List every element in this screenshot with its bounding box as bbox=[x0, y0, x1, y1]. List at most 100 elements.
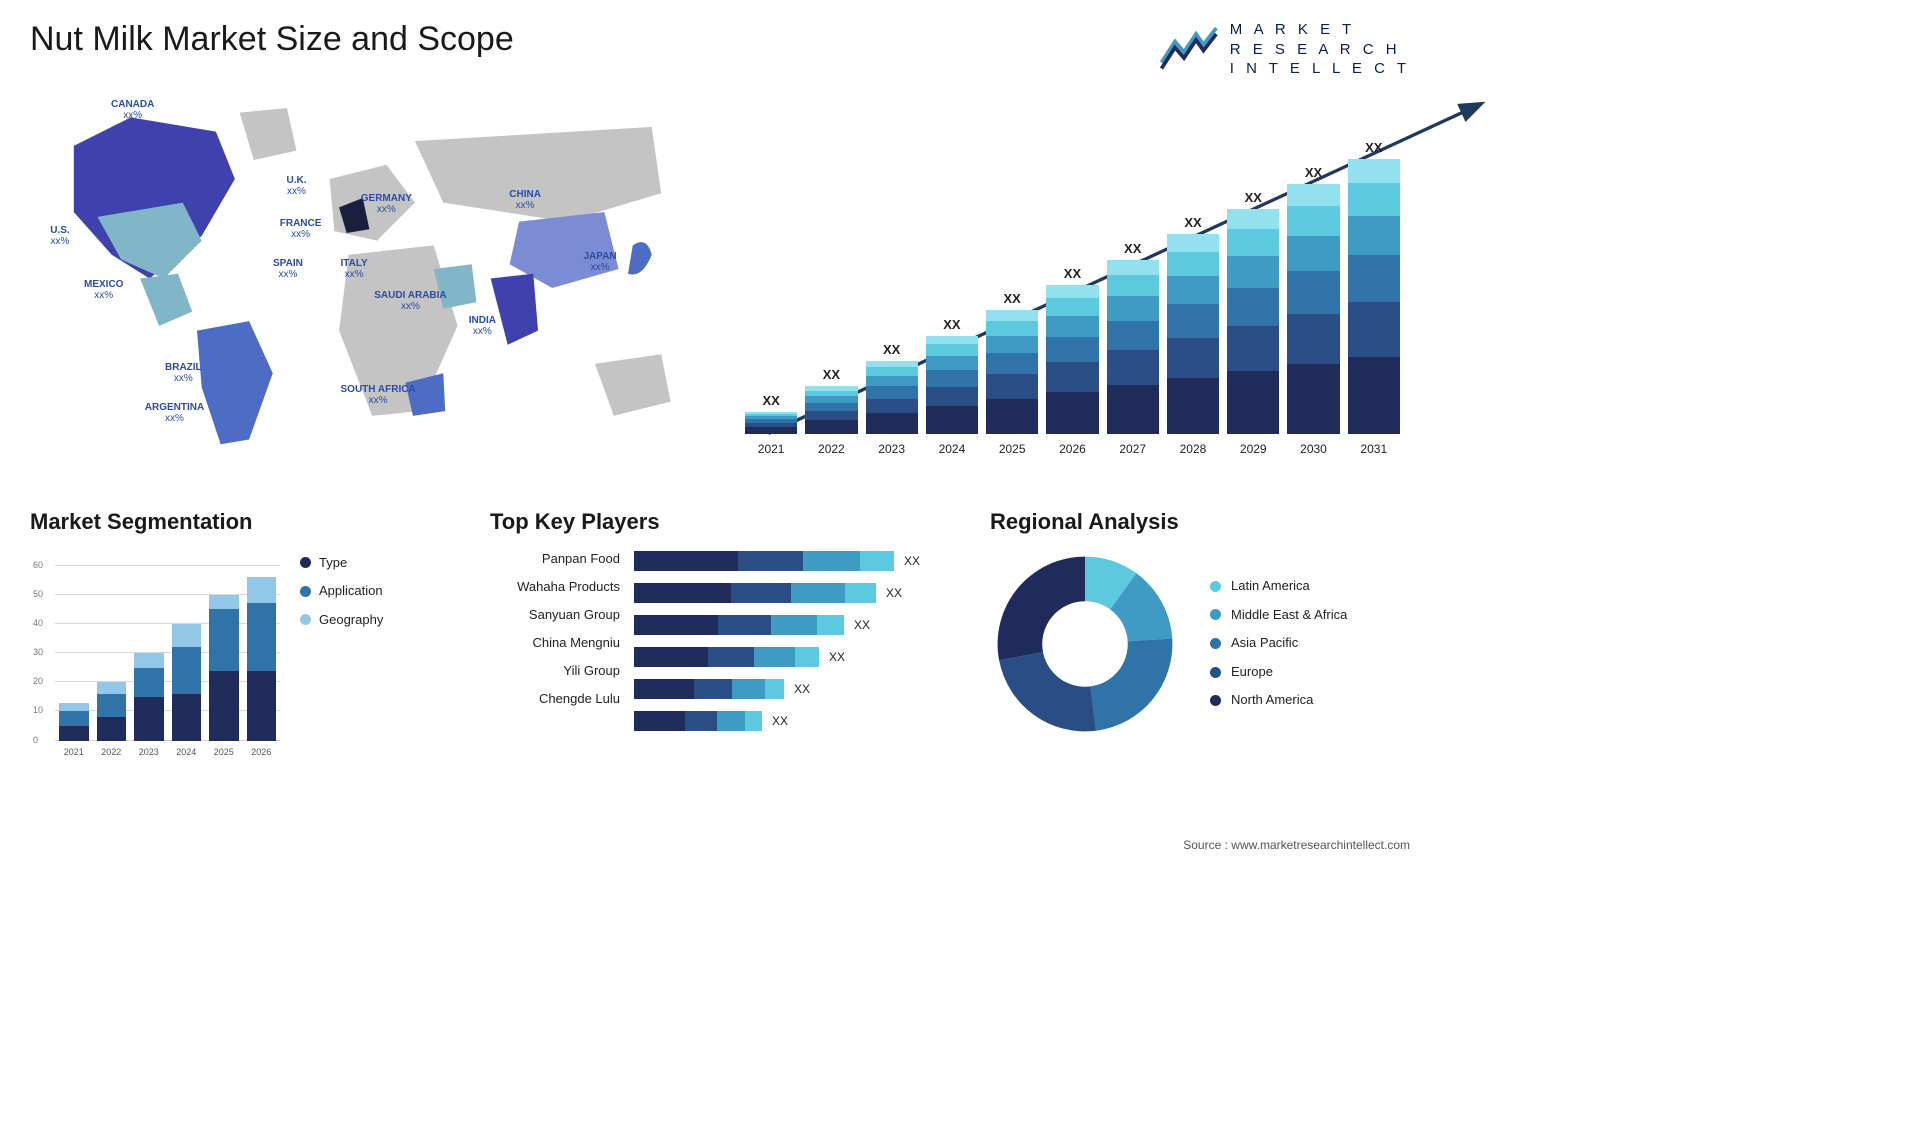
regional-title: Regional Analysis bbox=[990, 509, 1410, 535]
forecast-value-label: XX bbox=[762, 393, 779, 408]
forecast-segment bbox=[1227, 209, 1279, 229]
player-bar-segment bbox=[803, 551, 860, 571]
forecast-segment bbox=[1046, 285, 1098, 298]
donut-slice bbox=[999, 652, 1096, 731]
regional-legend: Latin AmericaMiddle East & AfricaAsia Pa… bbox=[1210, 572, 1347, 715]
legend-item: Type bbox=[300, 549, 383, 578]
forecast-column: XX2025 bbox=[986, 291, 1038, 433]
segmentation-segment bbox=[172, 647, 202, 694]
segmentation-column: 2024 bbox=[172, 624, 202, 741]
forecast-segment bbox=[926, 344, 978, 356]
segmentation-title: Market Segmentation bbox=[30, 509, 450, 535]
player-label: Sanyuan Group bbox=[490, 607, 620, 622]
source-attribution: Source : www.marketresearchintellect.com bbox=[1183, 838, 1410, 852]
players-panel: Top Key Players Panpan FoodWahaha Produc… bbox=[490, 509, 950, 789]
forecast-segment bbox=[1107, 275, 1159, 296]
forecast-segment bbox=[1227, 288, 1279, 326]
forecast-segment bbox=[1348, 216, 1400, 255]
forecast-segment bbox=[1107, 350, 1159, 385]
forecast-segment bbox=[1348, 357, 1400, 434]
logo-line1: M A R K E T bbox=[1230, 20, 1410, 40]
forecast-segment bbox=[1227, 326, 1279, 371]
forecast-value-label: XX bbox=[1245, 190, 1262, 205]
map-label: INDIAxx% bbox=[469, 315, 496, 337]
forecast-year-label: 2021 bbox=[758, 442, 785, 456]
forecast-segment bbox=[1167, 338, 1219, 378]
segmentation-segment bbox=[209, 671, 239, 741]
segmentation-segment bbox=[209, 609, 239, 670]
map-label: BRAZILxx% bbox=[165, 362, 202, 384]
forecast-value-label: XX bbox=[1004, 291, 1021, 306]
player-label: Yili Group bbox=[490, 663, 620, 678]
forecast-year-label: 2029 bbox=[1240, 442, 1267, 456]
forecast-segment bbox=[1227, 229, 1279, 256]
segmentation-segment bbox=[59, 711, 89, 726]
map-label: ITALYxx% bbox=[341, 258, 368, 280]
segmentation-segment bbox=[59, 703, 89, 712]
map-label: CHINAxx% bbox=[509, 189, 541, 211]
player-bar-segment bbox=[634, 551, 738, 571]
segmentation-segment bbox=[247, 671, 277, 741]
forecast-segment bbox=[866, 413, 918, 433]
forecast-year-label: 2022 bbox=[818, 442, 845, 456]
player-bar-segment bbox=[732, 679, 765, 699]
player-label: Chengde Lulu bbox=[490, 691, 620, 706]
forecast-column: XX2023 bbox=[866, 342, 918, 434]
forecast-segment bbox=[866, 376, 918, 386]
forecast-segment bbox=[1167, 252, 1219, 276]
forecast-segment bbox=[1348, 302, 1400, 357]
logo-icon bbox=[1160, 24, 1220, 74]
forecast-year-label: 2026 bbox=[1059, 442, 1086, 456]
player-bar-segment bbox=[754, 647, 795, 667]
forecast-year-label: 2024 bbox=[939, 442, 966, 456]
player-bar-segment bbox=[634, 647, 708, 667]
logo-line3: I N T E L L E C T bbox=[1230, 59, 1410, 79]
segmentation-column: 2023 bbox=[134, 653, 164, 740]
player-bar-segment bbox=[718, 615, 771, 635]
donut-slice bbox=[998, 556, 1085, 660]
segmentation-year-label: 2025 bbox=[209, 747, 239, 757]
forecast-segment bbox=[1107, 385, 1159, 434]
forecast-segment bbox=[805, 403, 857, 411]
forecast-value-label: XX bbox=[1305, 165, 1322, 180]
player-value-label: XX bbox=[854, 618, 870, 632]
player-bar-segment bbox=[817, 615, 844, 635]
segmentation-segment bbox=[209, 595, 239, 610]
segmentation-year-label: 2023 bbox=[134, 747, 164, 757]
forecast-segment bbox=[1348, 255, 1400, 302]
forecast-segment bbox=[745, 427, 797, 433]
forecast-segment bbox=[1287, 206, 1339, 236]
forecast-value-label: XX bbox=[1365, 140, 1382, 155]
forecast-year-label: 2030 bbox=[1300, 442, 1327, 456]
forecast-column: XX2028 bbox=[1167, 215, 1219, 433]
forecast-segment bbox=[805, 396, 857, 403]
forecast-segment bbox=[1046, 298, 1098, 316]
segmentation-segment bbox=[172, 624, 202, 647]
forecast-segment bbox=[1287, 271, 1339, 313]
forecast-segment bbox=[1287, 236, 1339, 271]
legend-item: Latin America bbox=[1210, 572, 1347, 601]
segmentation-legend: TypeApplicationGeography bbox=[300, 549, 383, 759]
forecast-segment bbox=[1167, 234, 1219, 252]
forecast-segment bbox=[1167, 276, 1219, 304]
player-bar-row: XX bbox=[634, 583, 950, 603]
segmentation-year-label: 2021 bbox=[59, 747, 89, 757]
forecast-column: XX2031 bbox=[1348, 140, 1400, 434]
player-bar-segment bbox=[694, 679, 732, 699]
forecast-value-label: XX bbox=[1124, 241, 1141, 256]
forecast-segment bbox=[866, 386, 918, 398]
forecast-segment bbox=[1287, 184, 1339, 206]
player-value-label: XX bbox=[829, 650, 845, 664]
player-value-label: XX bbox=[886, 586, 902, 600]
player-bar-row: XX bbox=[634, 615, 950, 635]
map-label: SOUTH AFRICAxx% bbox=[341, 384, 416, 406]
forecast-segment bbox=[926, 356, 978, 370]
forecast-value-label: XX bbox=[1064, 266, 1081, 281]
player-bar-segment bbox=[771, 615, 817, 635]
forecast-column: XX2021 bbox=[745, 393, 797, 434]
segmentation-segment bbox=[134, 653, 164, 668]
segmentation-column: 2025 bbox=[209, 595, 239, 741]
forecast-segment bbox=[1227, 371, 1279, 434]
map-label: ARGENTINAxx% bbox=[145, 402, 204, 424]
forecast-segment bbox=[1227, 256, 1279, 287]
